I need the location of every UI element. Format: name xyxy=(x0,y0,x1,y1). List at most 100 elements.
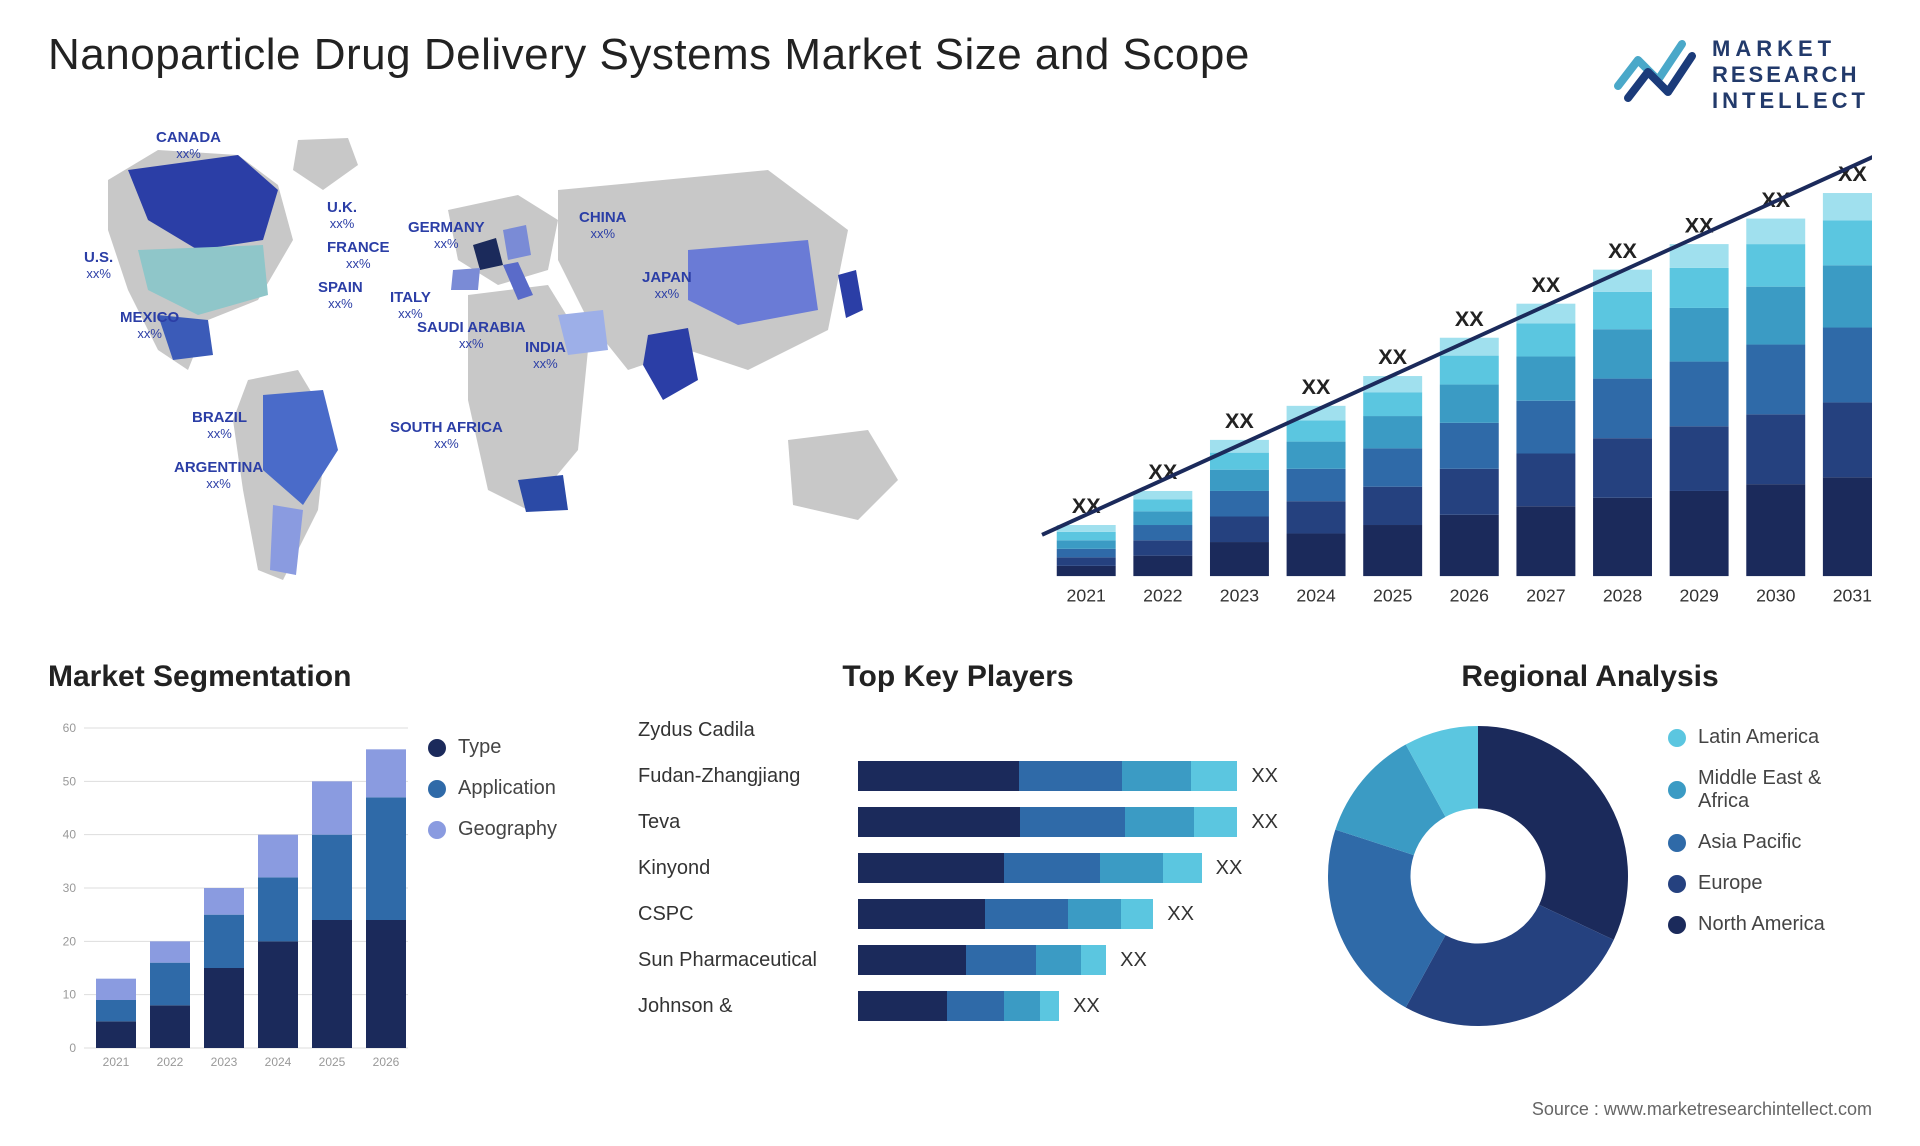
seg-legend-item: Type xyxy=(428,736,608,759)
svg-text:RESEARCH: RESEARCH xyxy=(1712,62,1859,87)
country-argentina xyxy=(270,505,303,575)
map-label-japan: JAPANxx% xyxy=(642,270,692,301)
svg-text:2023: 2023 xyxy=(211,1055,238,1069)
forecast-bar-2024-seg1 xyxy=(1287,501,1346,533)
forecast-bar-2030-seg5 xyxy=(1746,219,1805,245)
seg-legend-item: Application xyxy=(428,777,608,800)
forecast-year-label: 2028 xyxy=(1603,586,1642,606)
map-label-uk: U.K.xx% xyxy=(327,200,357,231)
seg-bar xyxy=(204,968,244,1048)
region-legend-item: North America xyxy=(1668,913,1872,936)
forecast-bar-2026-seg4 xyxy=(1440,356,1499,385)
forecast-bar-2024-seg4 xyxy=(1287,420,1346,441)
player-value: XX xyxy=(1073,995,1100,1018)
forecast-year-label: 2027 xyxy=(1526,586,1565,606)
region-legend-item: Latin America xyxy=(1668,726,1872,749)
map-label-germany: GERMANYxx% xyxy=(408,220,485,251)
player-row: Johnson &XX xyxy=(638,986,1278,1026)
country-india xyxy=(643,328,698,400)
forecast-chart: XX2021XX2022XX2023XX2024XX2025XX2026XX20… xyxy=(988,110,1872,610)
svg-text:20: 20 xyxy=(63,934,77,948)
forecast-year-label: 2022 xyxy=(1143,586,1182,606)
svg-text:0: 0 xyxy=(69,1041,76,1055)
forecast-bar-2021-seg4 xyxy=(1057,532,1116,541)
player-name: Sun Pharmaceutical xyxy=(638,949,858,972)
forecast-bar-2029-seg4 xyxy=(1670,268,1729,308)
map-label-mexico: MEXICOxx% xyxy=(120,310,179,341)
forecast-bar-2030-seg0 xyxy=(1746,484,1805,576)
country-japan xyxy=(838,270,863,318)
forecast-bar-2028-seg3 xyxy=(1593,329,1652,378)
forecast-bar-label: XX xyxy=(1531,272,1560,297)
player-row: CSPCXX xyxy=(638,894,1278,934)
seg-bar xyxy=(150,1005,190,1048)
player-name: Zydus Cadila xyxy=(638,719,858,742)
forecast-year-label: 2030 xyxy=(1756,586,1795,606)
seg-bar xyxy=(366,797,406,920)
seg-bar xyxy=(366,920,406,1048)
region-legend-item: Europe xyxy=(1668,872,1872,895)
player-row: KinyondXX xyxy=(638,848,1278,888)
forecast-bar-2027-seg4 xyxy=(1516,323,1575,356)
forecast-bar-2030-seg4 xyxy=(1746,244,1805,287)
country-spain xyxy=(451,268,480,290)
forecast-bar-2030-seg3 xyxy=(1746,287,1805,345)
forecast-bar-2028-seg2 xyxy=(1593,379,1652,439)
forecast-bar-2031-seg1 xyxy=(1823,402,1872,477)
forecast-bar-2024-seg0 xyxy=(1287,534,1346,577)
page-title: Nanoparticle Drug Delivery Systems Marke… xyxy=(48,30,1872,80)
segmentation-legend: TypeApplicationGeography xyxy=(428,706,608,1090)
forecast-bar-2028-seg0 xyxy=(1593,498,1652,576)
svg-text:2026: 2026 xyxy=(373,1055,400,1069)
forecast-bar-2021-seg2 xyxy=(1057,549,1116,558)
map-label-china: CHINAxx% xyxy=(579,210,627,241)
forecast-bar-2027-seg0 xyxy=(1516,506,1575,576)
forecast-bar-2031-seg4 xyxy=(1823,220,1872,265)
seg-bar xyxy=(312,835,352,920)
forecast-bar-2026-seg1 xyxy=(1440,469,1499,515)
map-label-canada: CANADAxx% xyxy=(156,130,221,161)
player-row: TevaXX xyxy=(638,802,1278,842)
forecast-bar-2024-seg3 xyxy=(1287,442,1346,469)
forecast-bar-2026-seg0 xyxy=(1440,515,1499,576)
svg-text:2022: 2022 xyxy=(157,1055,184,1069)
forecast-bar-2022-seg5 xyxy=(1133,491,1192,500)
seg-bar xyxy=(150,963,190,1006)
forecast-bar-2031-seg5 xyxy=(1823,193,1872,220)
forecast-bar-2027-seg1 xyxy=(1516,454,1575,507)
svg-text:2021: 2021 xyxy=(103,1055,130,1069)
forecast-bar-2030-seg2 xyxy=(1746,345,1805,415)
forecast-bar-2029-seg3 xyxy=(1670,308,1729,362)
forecast-bar-2031-seg0 xyxy=(1823,477,1872,576)
map-label-us: U.S.xx% xyxy=(84,250,113,281)
player-value: XX xyxy=(1167,903,1194,926)
segmentation-title: Market Segmentation xyxy=(48,660,608,694)
svg-text:40: 40 xyxy=(63,828,77,842)
forecast-bar-2028-seg4 xyxy=(1593,292,1652,329)
forecast-bar-2026-seg3 xyxy=(1440,385,1499,423)
seg-bar xyxy=(150,941,190,962)
key-players-panel: Top Key Players Zydus CadilaFudan-Zhangj… xyxy=(638,660,1278,1090)
forecast-bar-2022-seg4 xyxy=(1133,499,1192,511)
forecast-bar-2025-seg4 xyxy=(1363,392,1422,416)
forecast-year-label: 2021 xyxy=(1067,586,1106,606)
svg-text:50: 50 xyxy=(63,774,77,788)
forecast-bar-2030-seg1 xyxy=(1746,414,1805,484)
svg-text:2025: 2025 xyxy=(319,1055,346,1069)
forecast-bar-2027-seg2 xyxy=(1516,401,1575,454)
forecast-bar-label: XX xyxy=(1608,238,1637,263)
forecast-year-label: 2025 xyxy=(1373,586,1412,606)
forecast-bar-2027-seg3 xyxy=(1516,356,1575,400)
source-text: Source : www.marketresearchintellect.com xyxy=(1532,1099,1872,1120)
forecast-bar-2024-seg2 xyxy=(1287,469,1346,501)
regional-legend: Latin AmericaMiddle East & AfricaAsia Pa… xyxy=(1668,706,1872,954)
map-label-saudiarabia: SAUDI ARABIAxx% xyxy=(417,320,526,351)
player-value: XX xyxy=(1251,811,1278,834)
player-row: Fudan-ZhangjiangXX xyxy=(638,756,1278,796)
forecast-bar-2021-seg0 xyxy=(1057,566,1116,576)
segmentation-panel: Market Segmentation 01020304050602021202… xyxy=(48,660,608,1090)
forecast-bar-2022-seg3 xyxy=(1133,511,1192,525)
world-map: CANADAxx%U.S.xx%MEXICOxx%BRAZILxx%ARGENT… xyxy=(48,110,948,610)
forecast-bar-2025-seg0 xyxy=(1363,525,1422,576)
forecast-year-label: 2023 xyxy=(1220,586,1259,606)
